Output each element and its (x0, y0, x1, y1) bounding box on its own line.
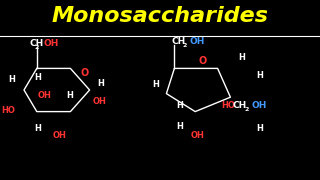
Text: H: H (34, 73, 41, 82)
Text: HO: HO (221, 101, 235, 110)
Text: 2: 2 (35, 45, 39, 50)
Text: H: H (66, 91, 73, 100)
Text: OH: OH (191, 131, 204, 140)
Text: H: H (9, 75, 16, 84)
Text: OH: OH (189, 37, 205, 46)
Text: H: H (238, 53, 245, 62)
Text: OH: OH (38, 91, 52, 100)
Text: 2: 2 (182, 43, 187, 48)
Text: H: H (153, 80, 160, 89)
Text: OH: OH (44, 39, 59, 48)
Text: OH: OH (93, 97, 107, 106)
Text: CH: CH (233, 101, 247, 110)
Text: H: H (256, 71, 263, 80)
Text: H: H (97, 79, 104, 88)
Text: O: O (198, 56, 206, 66)
Text: OH: OH (251, 101, 267, 110)
Text: H: H (176, 101, 183, 110)
Text: H: H (256, 124, 263, 133)
Text: CH: CH (30, 39, 44, 48)
Text: HO: HO (2, 106, 15, 115)
Text: O: O (81, 68, 89, 78)
Text: H: H (176, 122, 183, 131)
Text: OH: OH (52, 131, 66, 140)
Text: Monosaccharides: Monosaccharides (52, 6, 268, 26)
Text: H: H (34, 124, 41, 133)
Text: CH: CH (171, 37, 186, 46)
Text: 2: 2 (244, 107, 249, 112)
